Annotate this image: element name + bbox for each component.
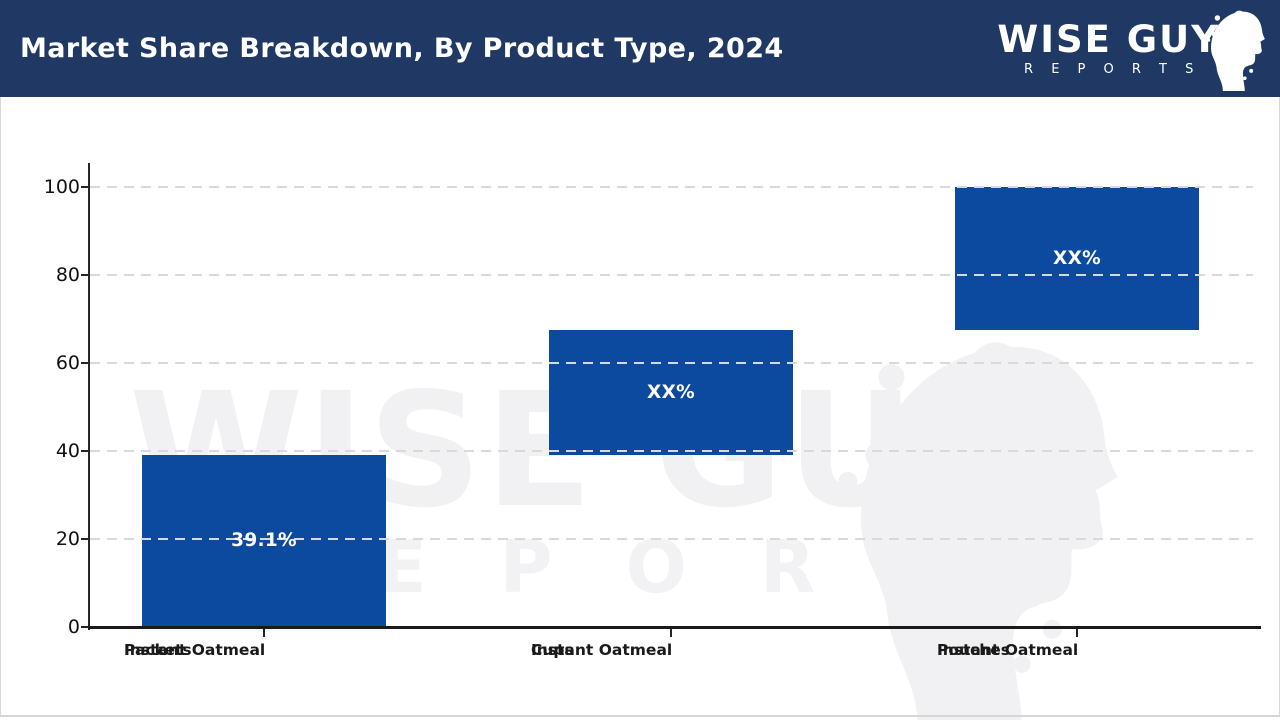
bar-segment (549, 330, 793, 455)
logo-subtitle: R E P O R T S (1024, 62, 1201, 77)
category-label-line: Instant Oatmeal (124, 641, 266, 659)
header-bar: Market Share Breakdown, By Product Type,… (0, 0, 1280, 97)
y-tick-label: 80 (55, 264, 80, 286)
x-tick-mark (1076, 629, 1078, 637)
y-axis-spine (88, 163, 90, 630)
category-label-line: Pouches (937, 641, 1011, 659)
bar-segment (142, 454, 386, 627)
y-tick-mark (81, 362, 89, 364)
gridline (90, 450, 1253, 452)
category-label-line: Cups (531, 641, 574, 659)
gridline (90, 538, 1253, 540)
category-label-line: Instant Oatmeal (531, 641, 673, 659)
category-label-line: Packets (124, 641, 192, 659)
gridline (90, 274, 1253, 276)
logo-wordmark: WISE GUY (997, 18, 1220, 61)
wiseguy-logo: WISE GUY R E P O R T S (997, 7, 1270, 91)
y-tick-label: 0 (67, 616, 80, 638)
bar-value-label: XX% (1053, 248, 1101, 269)
chart-title: Market Share Breakdown, By Product Type,… (20, 33, 784, 64)
y-tick-label: 40 (55, 440, 80, 462)
logo-text: WISE GUY R E P O R T S (997, 21, 1220, 76)
y-tick-mark (81, 274, 89, 276)
x-axis-line (88, 626, 1261, 629)
logo-face-icon (1206, 10, 1265, 91)
bar-value-label: 39.1% (231, 530, 297, 552)
y-tick-label: 100 (43, 176, 80, 198)
y-tick-label: 60 (55, 352, 80, 374)
y-tick-mark (81, 626, 89, 628)
y-tick-mark (81, 186, 89, 188)
category-label-line: Instant Oatmeal (937, 641, 1079, 659)
bar-value-label: XX% (647, 381, 695, 403)
x-tick-mark (670, 629, 672, 637)
y-tick-label: 20 (55, 528, 80, 550)
x-tick-mark (263, 629, 265, 637)
gridline (90, 362, 1253, 364)
y-tick-mark (81, 538, 89, 540)
y-tick-mark (81, 450, 89, 452)
gridline (90, 186, 1253, 188)
footer-divider (0, 715, 1280, 717)
bar-segment (955, 187, 1199, 330)
